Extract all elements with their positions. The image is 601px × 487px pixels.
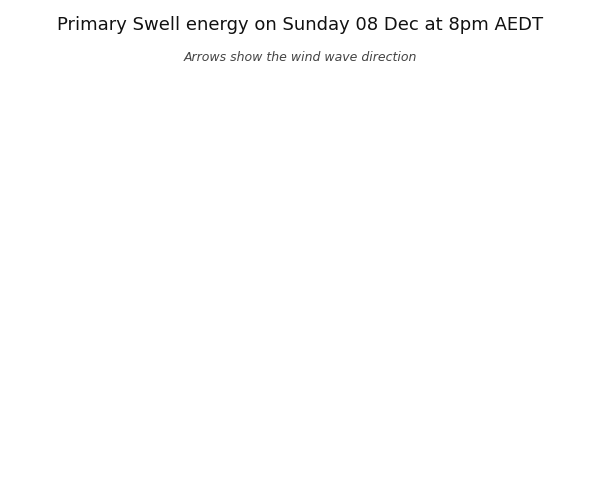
Text: cartopy required: cartopy required [243,271,358,284]
Text: Primary Swell energy on Sunday 08 Dec at 8pm AEDT: Primary Swell energy on Sunday 08 Dec at… [58,16,543,34]
Text: Arrows show the wind wave direction: Arrows show the wind wave direction [184,51,417,64]
